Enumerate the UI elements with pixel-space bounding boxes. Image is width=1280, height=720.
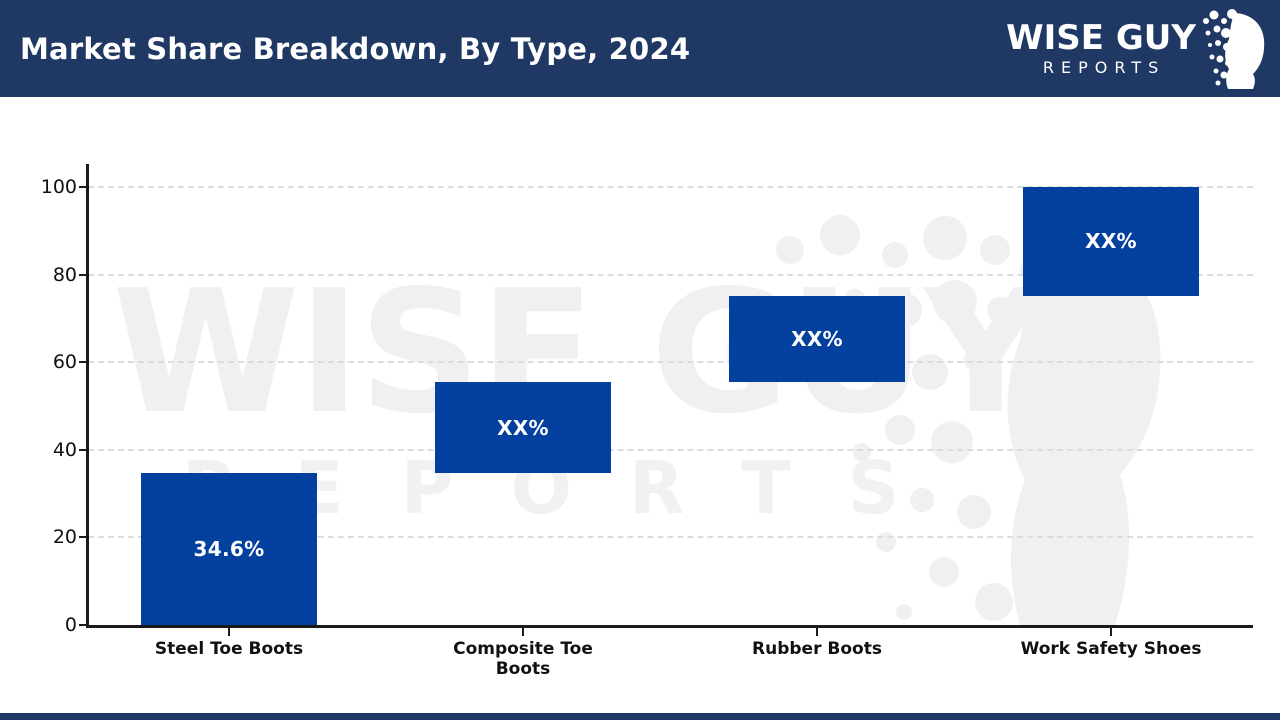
gridline-100 [88,186,1253,188]
y-tick-label-20: 20 [52,526,77,549]
gridline-20 [88,536,1253,539]
y-tick-100 [79,186,88,188]
header-bar: Market Share Breakdown, By Type, 2024 WI… [0,0,1280,97]
gridline-40 [88,448,1253,451]
y-tick-label-40: 40 [52,438,77,461]
footer-bar [0,713,1280,720]
x-tick-work-safety-shoes [1110,628,1112,636]
bar-work-safety-shoes: XX% [1023,187,1199,296]
x-tick-steel-toe-boots [228,628,230,636]
bar-value-label: XX% [1085,229,1137,254]
x-axis-label-composite-toe-boots: Composite Toe Boots [453,639,593,679]
y-tick-label-80: 80 [52,263,77,286]
bar-value-label: XX% [791,326,843,351]
y-tick-80 [79,273,88,276]
bar-value-label: 34.6% [193,537,265,562]
y-tick-0 [79,624,88,626]
chart-title: Market Share Breakdown, By Type, 2024 [20,31,691,66]
x-axis-spine [86,625,1253,628]
brand-face-dots-icon [1203,9,1265,89]
brand-text: WISE GUY REPORTS [1006,17,1196,78]
bar-composite-toe-boots: XX% [435,382,611,474]
y-tick-label-100: 100 [40,176,77,198]
x-tick-composite-toe-boots [522,628,524,636]
y-tick-label-60: 60 [52,351,77,374]
bar-steel-toe-boots: 34.6% [141,473,317,625]
gridline-80 [88,273,1253,276]
y-tick-40 [79,448,88,451]
brand-name: WISE GUY [1006,17,1196,58]
y-tick-20 [79,536,88,539]
bar-rubber-boots: XX% [729,295,905,383]
y-tick-label-0: 0 [64,614,77,636]
brand-subtitle: REPORTS [1042,58,1166,78]
y-tick-60 [79,361,88,364]
gridline-60 [88,361,1253,364]
x-axis-label-rubber-boots: Rubber Boots [752,639,882,659]
x-tick-rubber-boots [816,628,818,636]
brand-logo: WISE GUY REPORTS [1006,6,1268,92]
y-axis-spine [86,164,89,628]
x-axis-label-steel-toe-boots: Steel Toe Boots [154,639,304,659]
x-axis-label-work-safety-shoes: Work Safety Shoes [1020,639,1202,659]
bar-value-label: XX% [497,415,549,440]
